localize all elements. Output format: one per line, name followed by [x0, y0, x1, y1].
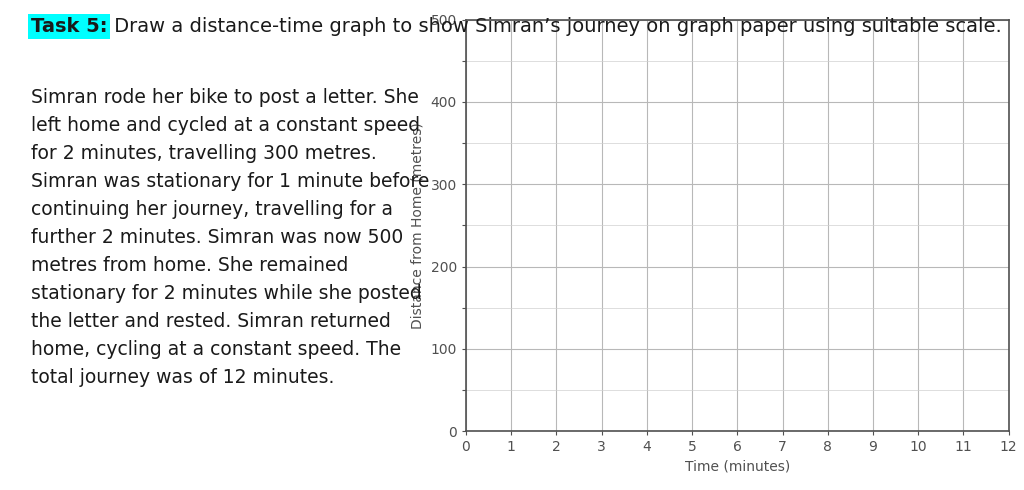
X-axis label: Time (minutes): Time (minutes) — [685, 460, 790, 474]
Y-axis label: Distance from Home (metres): Distance from Home (metres) — [411, 122, 425, 329]
Text: Task 5:: Task 5: — [31, 17, 108, 36]
Text: Simran rode her bike to post a letter. She
left home and cycled at a constant sp: Simran rode her bike to post a letter. S… — [31, 88, 429, 387]
Text: Draw a distance-time graph to show Simran’s journey on graph paper using suitabl: Draw a distance-time graph to show Simra… — [108, 17, 1001, 36]
